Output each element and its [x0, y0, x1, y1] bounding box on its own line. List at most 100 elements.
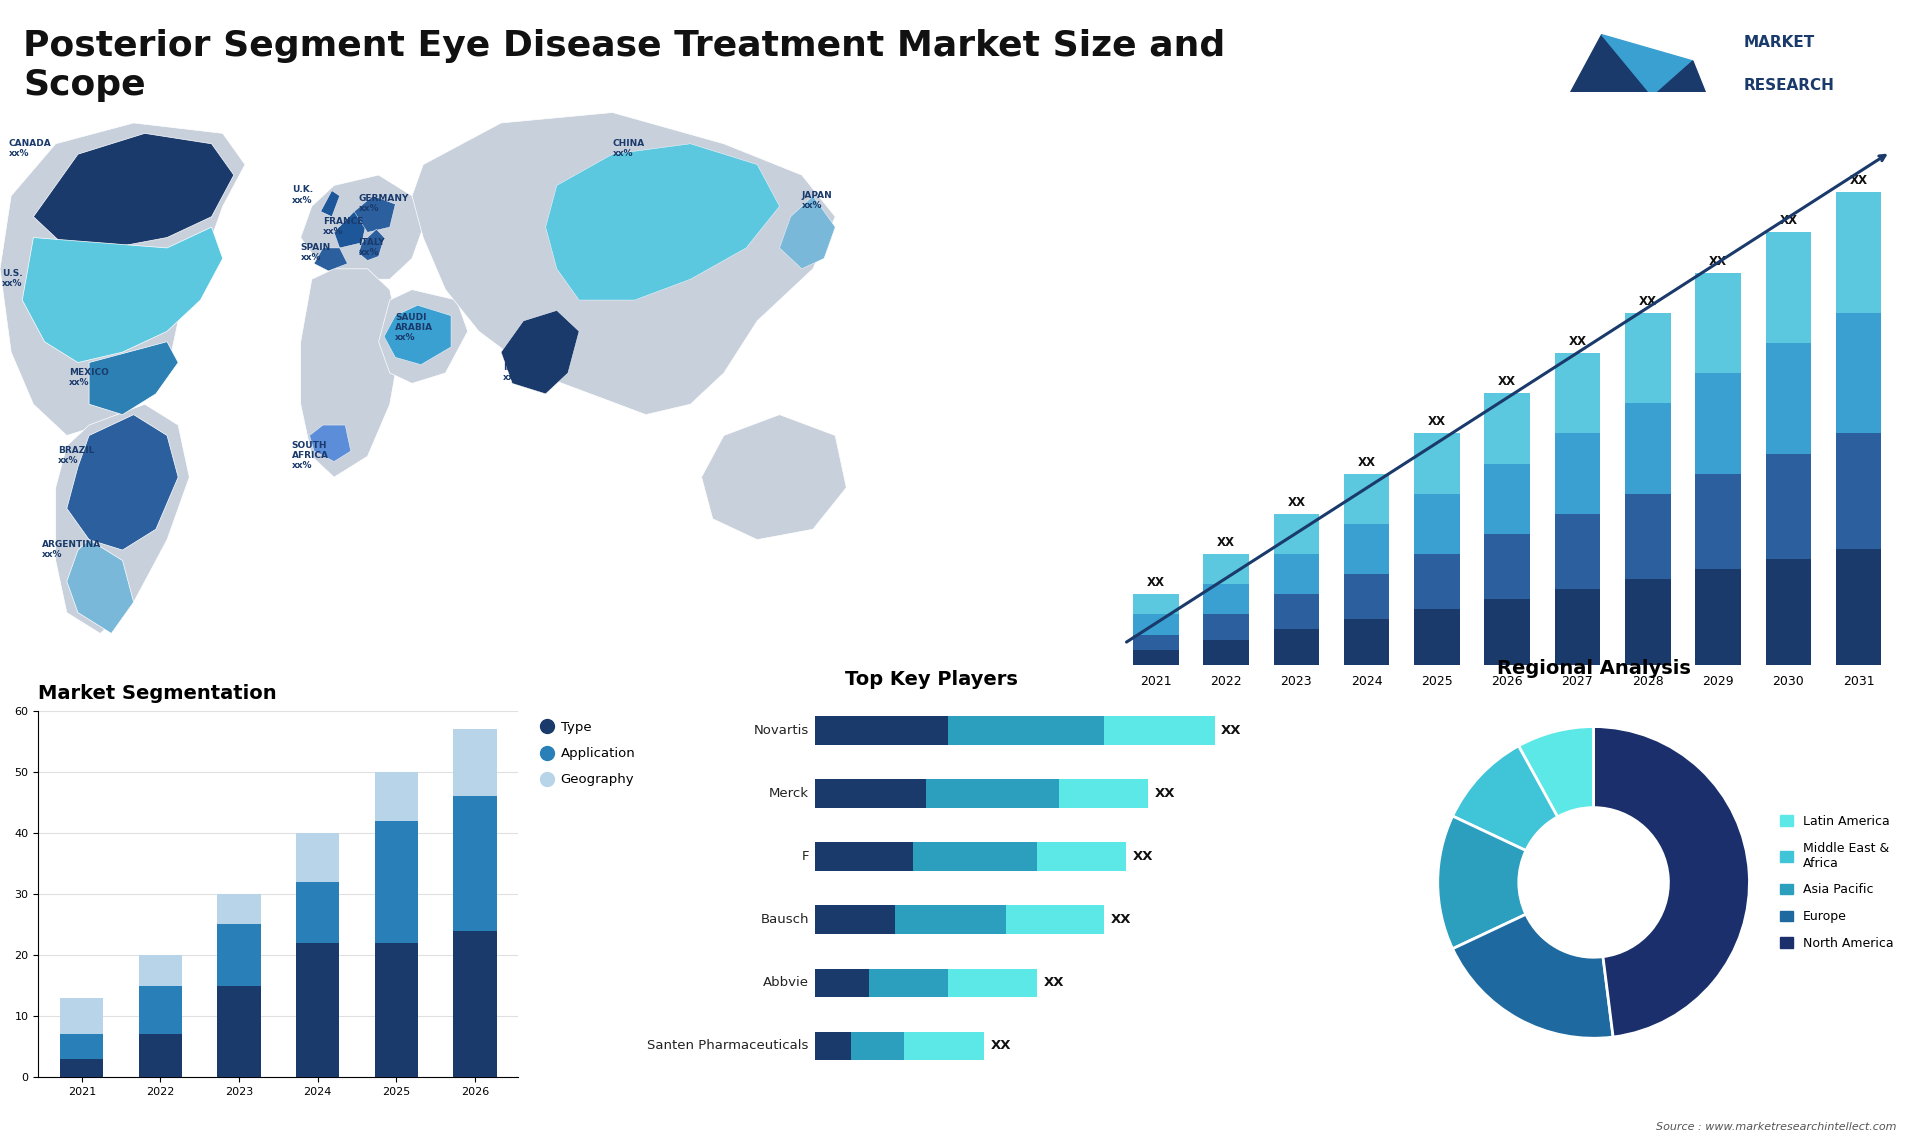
Bar [1836, 433, 1882, 549]
Text: XX: XX [1709, 254, 1728, 268]
Legend: Type, Application, Geography: Type, Application, Geography [540, 717, 639, 791]
Bar [296, 943, 340, 1077]
Polygon shape [545, 143, 780, 300]
Bar [1413, 433, 1459, 494]
Bar [1273, 513, 1319, 555]
Polygon shape [321, 190, 340, 217]
Bar [1413, 555, 1459, 610]
Polygon shape [315, 248, 348, 270]
Title: Regional Analysis: Regional Analysis [1498, 659, 1690, 677]
Bar [1037, 842, 1125, 871]
Bar [1766, 454, 1811, 559]
Polygon shape [701, 415, 847, 540]
Bar [1624, 494, 1670, 579]
Bar [1624, 313, 1670, 403]
Polygon shape [780, 196, 835, 269]
Text: MARKET: MARKET [1743, 34, 1814, 49]
Bar [1104, 716, 1215, 745]
Bar [1766, 559, 1811, 665]
Bar [1484, 599, 1530, 665]
Text: Abbvie: Abbvie [762, 976, 808, 989]
Polygon shape [413, 112, 835, 415]
Bar [816, 779, 925, 808]
Text: INTELLECT: INTELLECT [1743, 121, 1834, 136]
Text: CHINA
xx%: CHINA xx% [612, 139, 645, 158]
Polygon shape [359, 229, 384, 260]
Bar [374, 943, 419, 1077]
Bar [1204, 555, 1248, 584]
Bar [1836, 313, 1882, 433]
Bar [296, 833, 340, 881]
Text: SPAIN
xx%: SPAIN xx% [301, 243, 330, 262]
Text: RESEARCH: RESEARCH [1743, 78, 1836, 93]
Text: ARGENTINA
xx%: ARGENTINA xx% [42, 540, 102, 559]
Bar [895, 905, 1006, 934]
Bar [1273, 595, 1319, 629]
Text: Posterior Segment Eye Disease Treatment Market Size and
Scope: Posterior Segment Eye Disease Treatment … [23, 29, 1225, 102]
Text: BRAZIL
xx%: BRAZIL xx% [58, 446, 94, 465]
Polygon shape [301, 175, 422, 280]
Text: Merck: Merck [768, 787, 808, 800]
Polygon shape [0, 123, 246, 435]
Bar [296, 881, 340, 943]
Bar [1555, 513, 1601, 589]
Text: JAPAN
xx%: JAPAN xx% [803, 190, 833, 210]
Wedge shape [1438, 816, 1526, 949]
Bar [1413, 610, 1459, 665]
Text: XX: XX [1221, 724, 1242, 737]
Bar [851, 1031, 904, 1060]
Text: Bausch: Bausch [760, 913, 808, 926]
Polygon shape [67, 415, 179, 550]
Bar [1484, 464, 1530, 534]
Bar [868, 968, 948, 997]
Text: INDIA
xx%: INDIA xx% [503, 362, 532, 382]
Bar [1006, 905, 1104, 934]
Bar [1624, 579, 1670, 665]
Text: XX: XX [1154, 787, 1175, 800]
Text: F: F [801, 850, 808, 863]
Bar [904, 1031, 983, 1060]
Polygon shape [88, 342, 179, 415]
Bar [1766, 233, 1811, 343]
Text: CANADA
xx%: CANADA xx% [10, 139, 52, 158]
Text: XX: XX [1498, 375, 1517, 388]
Text: XX: XX [1133, 850, 1154, 863]
Bar [1204, 614, 1248, 639]
Bar [453, 931, 497, 1077]
Bar [1204, 584, 1248, 614]
Bar [1204, 639, 1248, 665]
Wedge shape [1453, 746, 1557, 850]
Polygon shape [334, 212, 367, 248]
Text: XX: XX [1640, 295, 1657, 308]
Bar [1766, 343, 1811, 454]
Bar [60, 1035, 104, 1059]
Bar [1344, 524, 1390, 574]
Bar [453, 729, 497, 796]
Bar [816, 842, 914, 871]
Polygon shape [56, 405, 190, 634]
Text: GERMANY
xx%: GERMANY xx% [359, 194, 409, 213]
Bar [374, 821, 419, 943]
Bar [1555, 353, 1601, 433]
Text: U.S.
xx%: U.S. xx% [2, 269, 23, 288]
Bar [1344, 574, 1390, 620]
Bar [60, 998, 104, 1035]
Bar [1484, 534, 1530, 599]
Bar [1484, 393, 1530, 464]
Text: XX: XX [1110, 913, 1131, 926]
Bar [1695, 273, 1741, 374]
Polygon shape [1653, 61, 1726, 143]
Text: MEXICO
xx%: MEXICO xx% [69, 368, 109, 387]
Bar [948, 716, 1104, 745]
Polygon shape [1601, 34, 1693, 96]
Polygon shape [501, 311, 580, 394]
Bar [217, 894, 261, 925]
Polygon shape [384, 305, 451, 364]
Bar [60, 1059, 104, 1077]
Polygon shape [301, 269, 401, 477]
Bar [1133, 635, 1179, 650]
Bar [1413, 494, 1459, 555]
Bar [948, 968, 1037, 997]
Bar [1695, 570, 1741, 665]
Bar [217, 925, 261, 986]
